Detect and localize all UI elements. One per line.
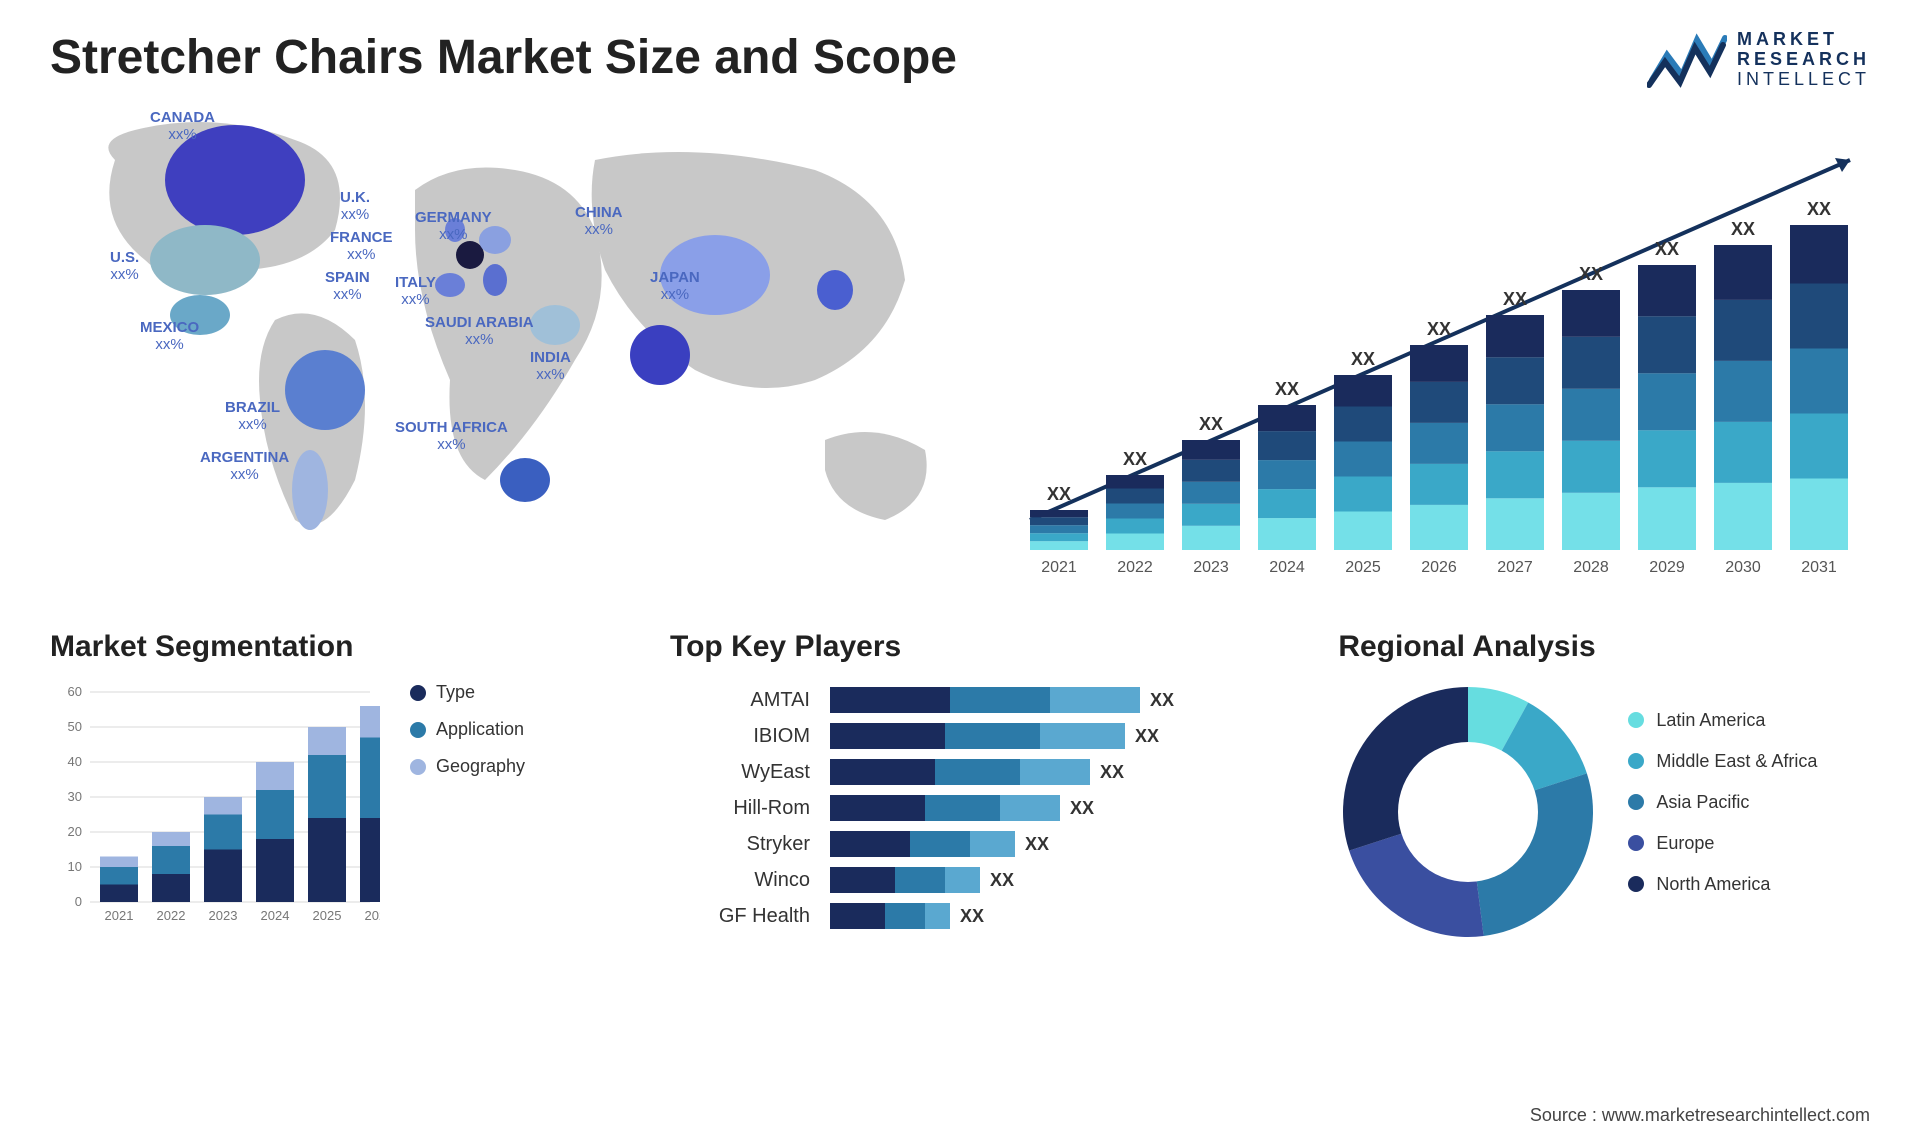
svg-text:2021: 2021: [1041, 559, 1077, 576]
map-label-us: U.S.xx%: [110, 250, 139, 283]
player-bar-row: XX: [830, 718, 1298, 754]
segmentation-legend: Type Application Geography: [410, 682, 525, 932]
regional-donut: [1338, 682, 1598, 942]
svg-text:XX: XX: [1731, 219, 1755, 239]
svg-text:XX: XX: [1503, 289, 1527, 309]
svg-text:2024: 2024: [1269, 559, 1305, 576]
segmentation-title: Market Segmentation: [50, 630, 630, 664]
player-name: GF Health: [670, 898, 810, 934]
players-section: Top Key Players AMTAIIBIOMWyEastHill-Rom…: [670, 630, 1298, 942]
map-label-argentina: ARGENTINAxx%: [200, 450, 289, 483]
map-label-canada: CANADAxx%: [150, 110, 215, 143]
player-name: Hill-Rom: [670, 790, 810, 826]
player-name: Winco: [670, 862, 810, 898]
player-bar-row: XX: [830, 898, 1298, 934]
map-label-italy: ITALYxx%: [395, 275, 436, 308]
svg-text:2031: 2031: [1801, 559, 1837, 576]
svg-text:2029: 2029: [1649, 559, 1685, 576]
map-label-germany: GERMANYxx%: [415, 210, 492, 243]
svg-text:2026: 2026: [1421, 559, 1457, 576]
player-bar-row: XX: [830, 754, 1298, 790]
map-label-india: INDIAxx%: [530, 350, 571, 383]
map-label-southafrica: SOUTH AFRICAxx%: [395, 420, 508, 453]
svg-text:XX: XX: [1199, 414, 1223, 434]
seg-legend-item: Geography: [410, 756, 525, 777]
svg-text:10: 10: [68, 859, 82, 874]
svg-text:2023: 2023: [1193, 559, 1229, 576]
svg-text:2028: 2028: [1573, 559, 1609, 576]
map-label-japan: JAPANxx%: [650, 270, 700, 303]
svg-text:2025: 2025: [1345, 559, 1381, 576]
world-map: CANADAxx% U.S.xx% MEXICOxx% BRAZILxx% ARGENT…: [50, 100, 960, 600]
svg-text:2023: 2023: [209, 908, 238, 923]
logo: MARKET RESEARCH INTELLECT: [1647, 30, 1870, 90]
svg-text:XX: XX: [1427, 319, 1451, 339]
svg-text:2022: 2022: [1117, 559, 1153, 576]
svg-text:40: 40: [68, 754, 82, 769]
logo-text: MARKET RESEARCH INTELLECT: [1737, 30, 1870, 89]
svg-text:30: 30: [68, 789, 82, 804]
seg-legend-item: Type: [410, 682, 525, 703]
svg-text:XX: XX: [1807, 199, 1831, 219]
player-bar-row: XX: [830, 862, 1298, 898]
svg-text:2022: 2022: [157, 908, 186, 923]
players-list: AMTAIIBIOMWyEastHill-RomStrykerWincoGF H…: [670, 682, 810, 934]
segmentation-section: Market Segmentation 0 10 20 30 40 50 60 2021 202…: [50, 630, 630, 942]
logo-icon: [1647, 30, 1727, 90]
svg-text:XX: XX: [1351, 349, 1375, 369]
player-name: IBIOM: [670, 718, 810, 754]
map-label-brazil: BRAZILxx%: [225, 400, 280, 433]
players-title: Top Key Players: [670, 630, 1298, 664]
svg-text:0: 0: [75, 894, 82, 909]
growth-bar-chart: 2021 XX 2022 XX 2023 XX 2024 XX 2025 XX 2026 XX 2027…: [990, 100, 1870, 600]
regional-legend-item: Asia Pacific: [1628, 792, 1817, 813]
regional-legend-item: Middle East & Africa: [1628, 751, 1817, 772]
source-text: Source : www.marketresearchintellect.com: [1530, 1105, 1870, 1126]
player-bar-row: XX: [830, 790, 1298, 826]
svg-text:2030: 2030: [1725, 559, 1761, 576]
player-name: AMTAI: [670, 682, 810, 718]
regional-legend-item: Europe: [1628, 833, 1817, 854]
player-name: WyEast: [670, 754, 810, 790]
svg-text:XX: XX: [1123, 449, 1147, 469]
map-label-france: FRANCExx%: [330, 230, 393, 263]
page-title: Stretcher Chairs Market Size and Scope: [50, 30, 957, 85]
svg-text:2026: 2026: [365, 908, 380, 923]
map-label-china: CHINAxx%: [575, 205, 623, 238]
regional-legend: Latin America Middle East & Africa Asia Pa…: [1628, 710, 1817, 915]
map-label-saudiarabia: SAUDI ARABIAxx%: [425, 315, 534, 348]
svg-text:2025: 2025: [313, 908, 342, 923]
svg-text:XX: XX: [1579, 264, 1603, 284]
player-bar-row: XX: [830, 682, 1298, 718]
svg-text:2021: 2021: [105, 908, 134, 923]
svg-text:XX: XX: [1655, 239, 1679, 259]
regional-legend-item: North America: [1628, 874, 1817, 895]
svg-text:2024: 2024: [261, 908, 290, 923]
svg-text:2027: 2027: [1497, 559, 1533, 576]
players-bars: XXXXXXXXXXXXXX: [830, 682, 1298, 934]
map-label-mexico: MEXICOxx%: [140, 320, 199, 353]
svg-text:20: 20: [68, 824, 82, 839]
segmentation-chart: 0 10 20 30 40 50 60 2021 2022 2023 2024 2025 2026: [50, 682, 380, 932]
map-label-uk: U.K.xx%: [340, 190, 370, 223]
seg-legend-item: Application: [410, 719, 525, 740]
svg-text:60: 60: [68, 684, 82, 699]
regional-section: Regional Analysis Latin America Middle Ea…: [1338, 630, 1870, 942]
svg-text:50: 50: [68, 719, 82, 734]
svg-text:XX: XX: [1275, 379, 1299, 399]
regional-legend-item: Latin America: [1628, 710, 1817, 731]
player-bar-row: XX: [830, 826, 1298, 862]
map-label-spain: SPAINxx%: [325, 270, 370, 303]
regional-title: Regional Analysis: [1338, 630, 1870, 664]
player-name: Stryker: [670, 826, 810, 862]
svg-text:XX: XX: [1047, 484, 1071, 504]
